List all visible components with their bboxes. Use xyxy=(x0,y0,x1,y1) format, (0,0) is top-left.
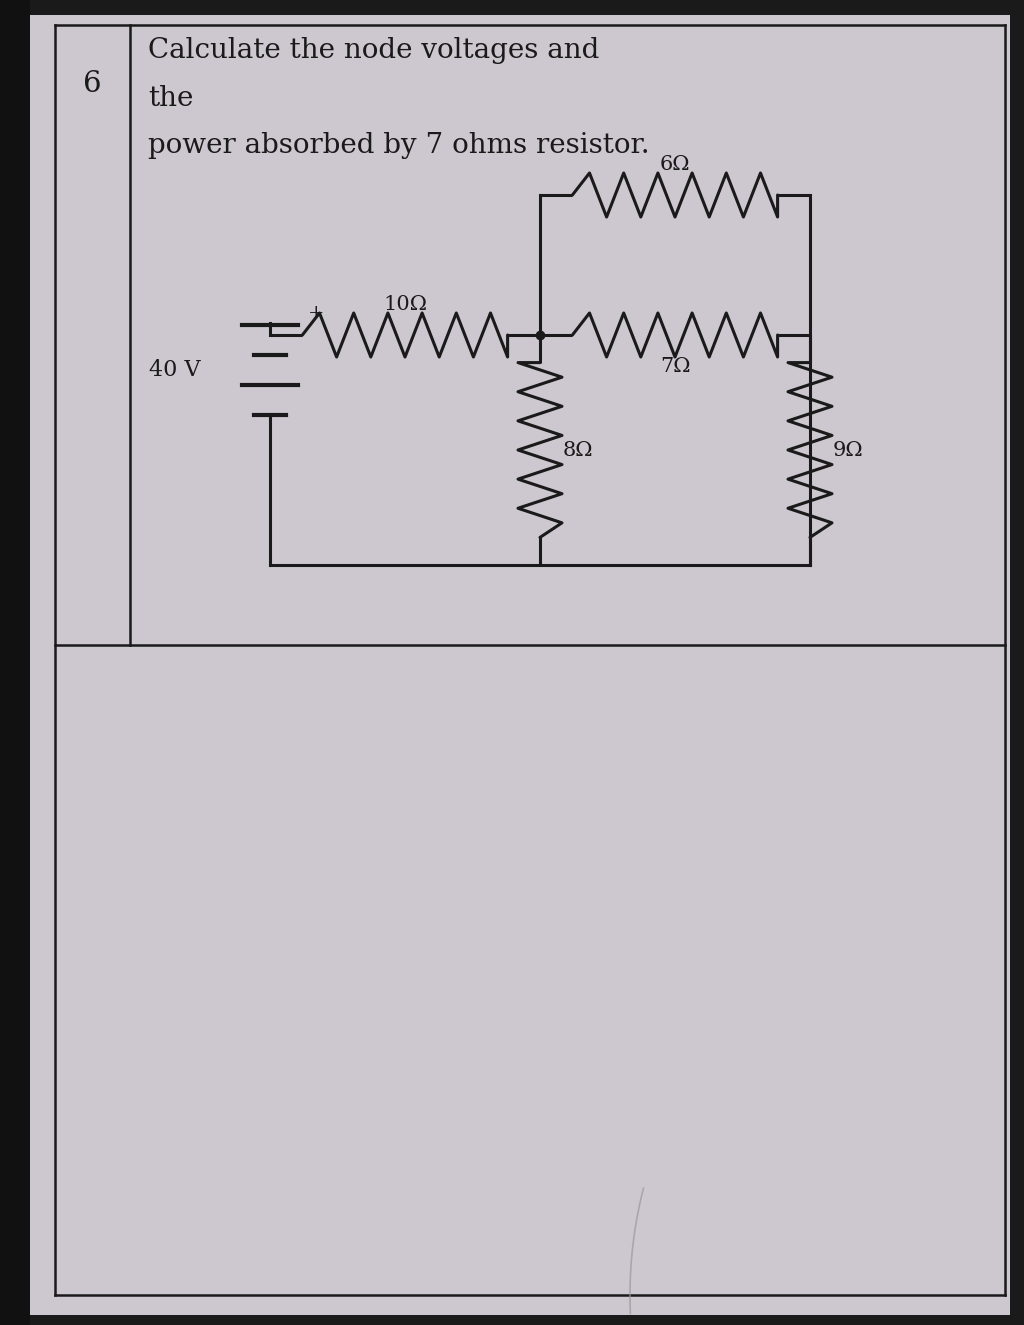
Polygon shape xyxy=(30,15,1010,1314)
Text: the: the xyxy=(148,85,194,113)
Text: 6Ω: 6Ω xyxy=(659,155,690,175)
Text: 8Ω: 8Ω xyxy=(563,440,593,460)
Text: 6: 6 xyxy=(83,70,101,98)
Text: 9Ω: 9Ω xyxy=(833,440,863,460)
Text: 10Ω: 10Ω xyxy=(383,295,427,314)
Text: 40 V: 40 V xyxy=(150,359,201,382)
Text: Calculate the node voltages and: Calculate the node voltages and xyxy=(148,37,599,64)
Text: power absorbed by 7 ohms resistor.: power absorbed by 7 ohms resistor. xyxy=(148,132,649,159)
Text: 7Ω: 7Ω xyxy=(659,358,690,376)
Text: +: + xyxy=(308,303,325,322)
Polygon shape xyxy=(0,0,30,1325)
